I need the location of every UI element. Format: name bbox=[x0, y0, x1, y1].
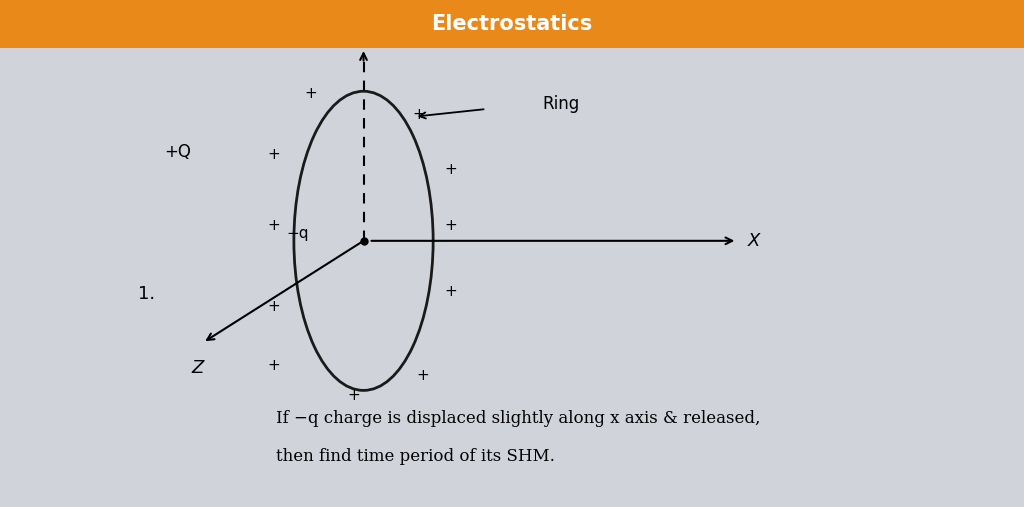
Text: +: + bbox=[444, 162, 457, 177]
Text: If −q charge is displaced slightly along x axis & released,: If −q charge is displaced slightly along… bbox=[276, 410, 761, 427]
Text: +: + bbox=[347, 388, 359, 403]
Text: +Q: +Q bbox=[164, 143, 190, 161]
Text: 1.: 1. bbox=[138, 285, 156, 303]
Text: +: + bbox=[267, 357, 280, 373]
Text: Ring: Ring bbox=[543, 95, 580, 113]
Text: +: + bbox=[267, 299, 280, 314]
Bar bbox=[0, 0, 1024, 48]
Text: Y: Y bbox=[330, 19, 341, 37]
Text: Electrostatics: Electrostatics bbox=[431, 14, 593, 34]
Text: −q: −q bbox=[287, 226, 309, 241]
Text: +: + bbox=[444, 218, 457, 233]
Text: +: + bbox=[304, 86, 316, 101]
Text: +: + bbox=[413, 106, 425, 122]
Text: Z: Z bbox=[191, 359, 204, 377]
Text: +: + bbox=[267, 218, 280, 233]
Text: +: + bbox=[267, 147, 280, 162]
Text: +: + bbox=[444, 284, 457, 299]
Text: +: + bbox=[417, 368, 429, 383]
Text: then find time period of its SHM.: then find time period of its SHM. bbox=[276, 448, 555, 465]
Text: X: X bbox=[748, 232, 760, 250]
